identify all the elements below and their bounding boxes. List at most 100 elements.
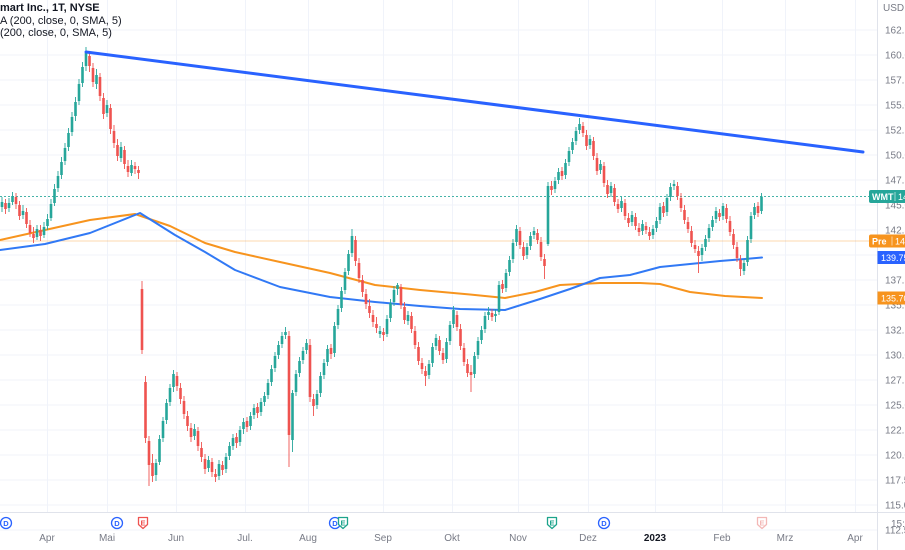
candle [697,246,700,273]
dividend-marker[interactable]: D [597,516,611,530]
price-axis-label: 125.00 [885,401,905,412]
earnings-marker[interactable]: E [337,516,349,530]
candle [203,454,207,474]
candle [553,177,557,193]
candle [158,435,161,465]
candle [420,358,424,374]
candle [592,137,595,160]
dividend-marker[interactable]: D [0,516,13,530]
candle [350,229,354,257]
candle [711,216,714,231]
candle [266,379,270,399]
candle [357,258,361,283]
candle [455,311,459,331]
candle [7,198,11,212]
candle [567,147,571,166]
candle [301,347,305,364]
candle [466,359,469,377]
candle [753,203,756,219]
earnings-marker[interactable]: E [756,516,768,530]
price-axis-label: 160.00 [885,51,905,62]
candle [322,359,326,379]
candle [42,222,46,238]
candle [651,225,655,239]
earnings-marker[interactable]: E [137,516,149,530]
candle [452,306,455,328]
candle [165,399,168,424]
candle [340,287,343,312]
time-axis-label: Nov [509,533,527,544]
price-axis-label: 155.00 [885,101,905,112]
candle [508,256,511,276]
candle [151,454,154,482]
candle [469,365,473,392]
candle [613,184,616,206]
candle [18,201,21,220]
candle [431,343,434,367]
candle [543,254,546,279]
time-axis-label: Aug [299,533,317,544]
candle [98,73,102,101]
ma-orange-value-badge[interactable]: 135.70 [877,291,905,305]
candle [273,352,277,372]
clock[interactable]: 15:45 [891,519,905,530]
candle [175,372,179,391]
candle [494,309,497,322]
candle [487,307,490,320]
svg-text:D: D [332,519,338,528]
candle [123,146,126,169]
candle [200,442,203,462]
sma-200-blue-line[interactable] [0,212,763,311]
candle [109,104,112,134]
candle [630,211,634,226]
legend-indicator-row-1[interactable]: A (200, close, 0, SMA, 5) [0,14,122,27]
candle [473,352,476,378]
candle [539,237,543,261]
candle [714,207,718,223]
time-axis-label: Apr [39,533,55,544]
candle [718,209,721,221]
time-axis-label: Feb [713,533,731,544]
candle [658,203,662,224]
candle [413,326,417,349]
price-axis-label: 112.50 [885,526,905,537]
time-axis-label: Dez [579,533,597,544]
sma-200-orange-line[interactable] [0,213,763,299]
candle [182,396,186,419]
candle [284,327,287,339]
legend-symbol-row[interactable]: mart Inc., 1T, NYSE [0,2,100,14]
candle [676,182,679,200]
candle [207,456,210,472]
chart-legend: mart Inc., 1T, NYSE A (200, close, 0, SM… [0,2,122,40]
candle [326,345,329,366]
candle [14,193,18,209]
candle [424,366,427,386]
ma-blue-value-badge[interactable]: 139.75 [877,251,905,264]
candle [70,112,74,136]
candle [634,213,637,230]
candle [571,138,574,154]
time-axis-label: Mrz [777,533,794,544]
symbol-price-badge[interactable]: WMT 145.85 [869,190,905,203]
candle [74,97,77,121]
price-axis[interactable]: 162.50 160.00 157.50 155.00 152.50 150.00 147.… [869,26,905,537]
price-axis-label: 115.00 [885,501,905,512]
trendline[interactable] [84,50,865,154]
dividend-marker[interactable]: D [110,516,124,530]
candle [315,390,319,409]
candle [403,302,406,324]
currency-label[interactable]: USD [883,3,905,14]
legend-indicator-row-2[interactable]: (200, close, 0, SMA, 5) [0,27,112,39]
candle [392,286,396,306]
svg-text:135.70: 135.70 [881,294,905,304]
svg-text:D: D [601,519,607,528]
time-axis[interactable]: Apr Mai Jun Jul. Aug Sep Okt Nov Dez 2023 Feb Mrz Ap… [39,533,863,544]
candle [739,255,742,276]
svg-text:E: E [340,519,345,528]
candle [396,283,399,295]
premarket-price-badge[interactable]: Pre 141.40 [869,234,905,248]
candle [102,93,105,119]
earnings-marker[interactable]: E [546,516,558,530]
